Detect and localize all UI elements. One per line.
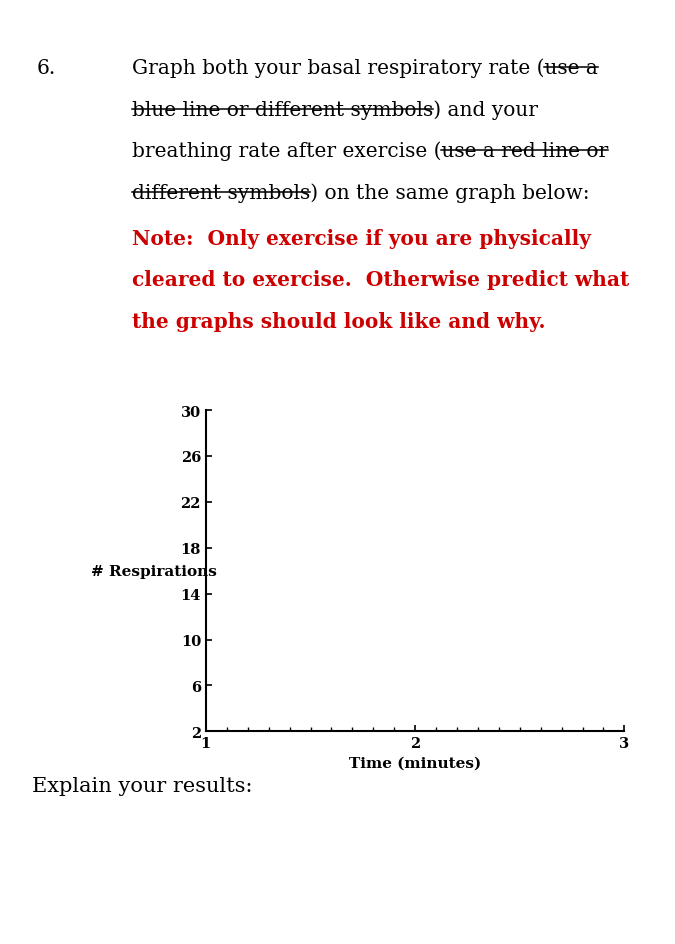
Text: different symbols) on the same graph below:: different symbols) on the same graph bel… (132, 183, 589, 203)
Text: the graphs should look like and why.: the graphs should look like and why. (132, 312, 545, 331)
Text: Explain your results:: Explain your results: (32, 776, 253, 795)
Text: blue line or different symbols) and your: blue line or different symbols) and your (132, 100, 537, 120)
Text: Graph both your basal respiratory rate (use a: Graph both your basal respiratory rate (… (132, 59, 597, 78)
Text: Note:  Only exercise if you are physically: Note: Only exercise if you are physicall… (132, 228, 591, 248)
X-axis label: Time (minutes): Time (minutes) (349, 756, 481, 770)
Text: breathing rate after exercise (use a red line or: breathing rate after exercise (use a red… (132, 142, 608, 161)
Text: # Respirations: # Respirations (91, 565, 217, 578)
Text: cleared to exercise.  Otherwise predict what: cleared to exercise. Otherwise predict w… (132, 270, 629, 290)
Text: 6.: 6. (37, 59, 57, 77)
